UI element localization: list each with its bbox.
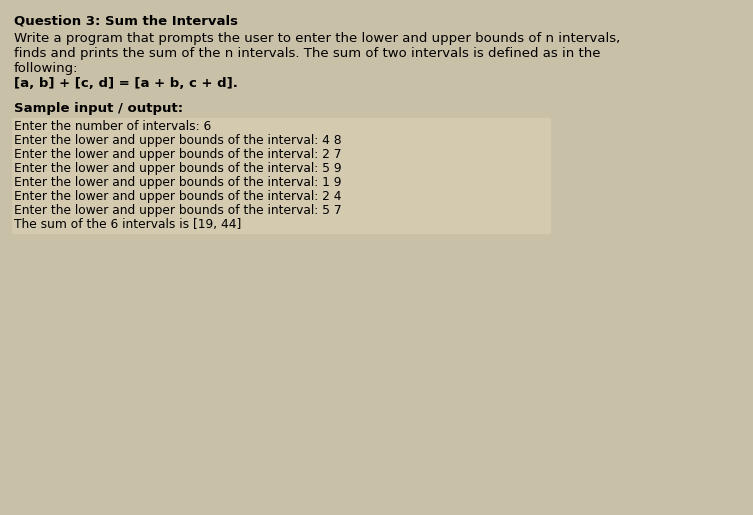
Text: finds and prints the sum of the n intervals. The sum of two intervals is defined: finds and prints the sum of the n interv… bbox=[14, 47, 600, 60]
Bar bbox=[12, 118, 551, 234]
Text: Enter the number of intervals: 6: Enter the number of intervals: 6 bbox=[14, 120, 212, 133]
Text: Write a program that prompts the user to enter the lower and upper bounds of n i: Write a program that prompts the user to… bbox=[14, 32, 620, 45]
Text: Enter the lower and upper bounds of the interval: 1 9: Enter the lower and upper bounds of the … bbox=[14, 176, 342, 189]
Text: Enter the lower and upper bounds of the interval: 2 7: Enter the lower and upper bounds of the … bbox=[14, 148, 342, 161]
Text: The sum of the 6 intervals is [19, 44]: The sum of the 6 intervals is [19, 44] bbox=[14, 218, 242, 231]
Text: Enter the lower and upper bounds of the interval: 4 8: Enter the lower and upper bounds of the … bbox=[14, 134, 342, 147]
Text: Enter the lower and upper bounds of the interval: 5 9: Enter the lower and upper bounds of the … bbox=[14, 162, 342, 175]
Text: [a, b] + [c, d] = [a + b, c + d].: [a, b] + [c, d] = [a + b, c + d]. bbox=[14, 77, 238, 90]
Text: following:: following: bbox=[14, 62, 78, 75]
Text: Enter the lower and upper bounds of the interval: 5 7: Enter the lower and upper bounds of the … bbox=[14, 204, 342, 217]
Text: Enter the lower and upper bounds of the interval: 2 4: Enter the lower and upper bounds of the … bbox=[14, 190, 342, 203]
Text: Sample input / output:: Sample input / output: bbox=[14, 102, 183, 115]
Text: Question 3: Sum the Intervals: Question 3: Sum the Intervals bbox=[14, 15, 238, 28]
